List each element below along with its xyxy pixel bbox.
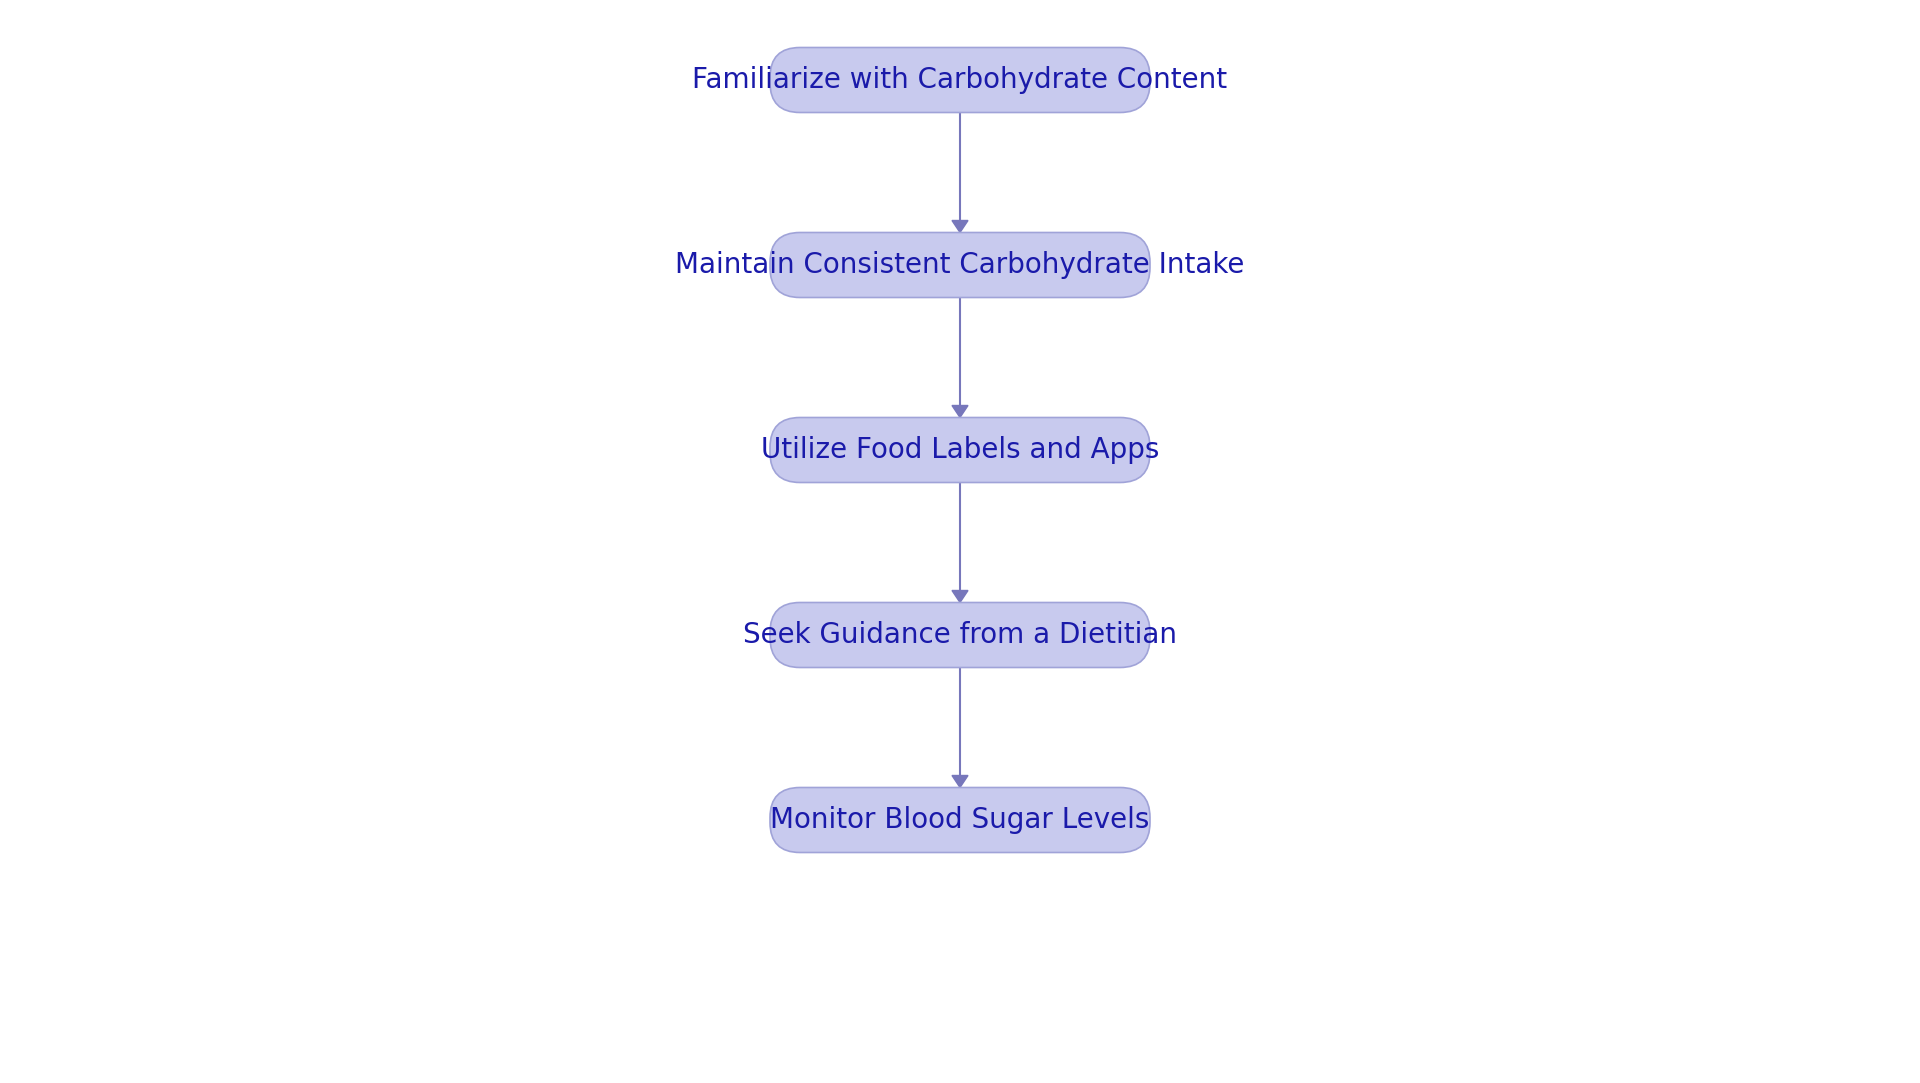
Polygon shape bbox=[952, 221, 968, 233]
FancyBboxPatch shape bbox=[770, 418, 1150, 483]
Text: Utilize Food Labels and Apps: Utilize Food Labels and Apps bbox=[760, 436, 1160, 464]
Polygon shape bbox=[952, 775, 968, 787]
Polygon shape bbox=[952, 590, 968, 602]
Polygon shape bbox=[952, 405, 968, 418]
FancyBboxPatch shape bbox=[770, 48, 1150, 113]
FancyBboxPatch shape bbox=[770, 233, 1150, 298]
FancyBboxPatch shape bbox=[770, 787, 1150, 852]
FancyBboxPatch shape bbox=[770, 602, 1150, 667]
Text: Monitor Blood Sugar Levels: Monitor Blood Sugar Levels bbox=[770, 806, 1150, 834]
Text: Maintain Consistent Carbohydrate Intake: Maintain Consistent Carbohydrate Intake bbox=[676, 251, 1244, 279]
Text: Familiarize with Carbohydrate Content: Familiarize with Carbohydrate Content bbox=[693, 66, 1227, 94]
Text: Seek Guidance from a Dietitian: Seek Guidance from a Dietitian bbox=[743, 621, 1177, 649]
